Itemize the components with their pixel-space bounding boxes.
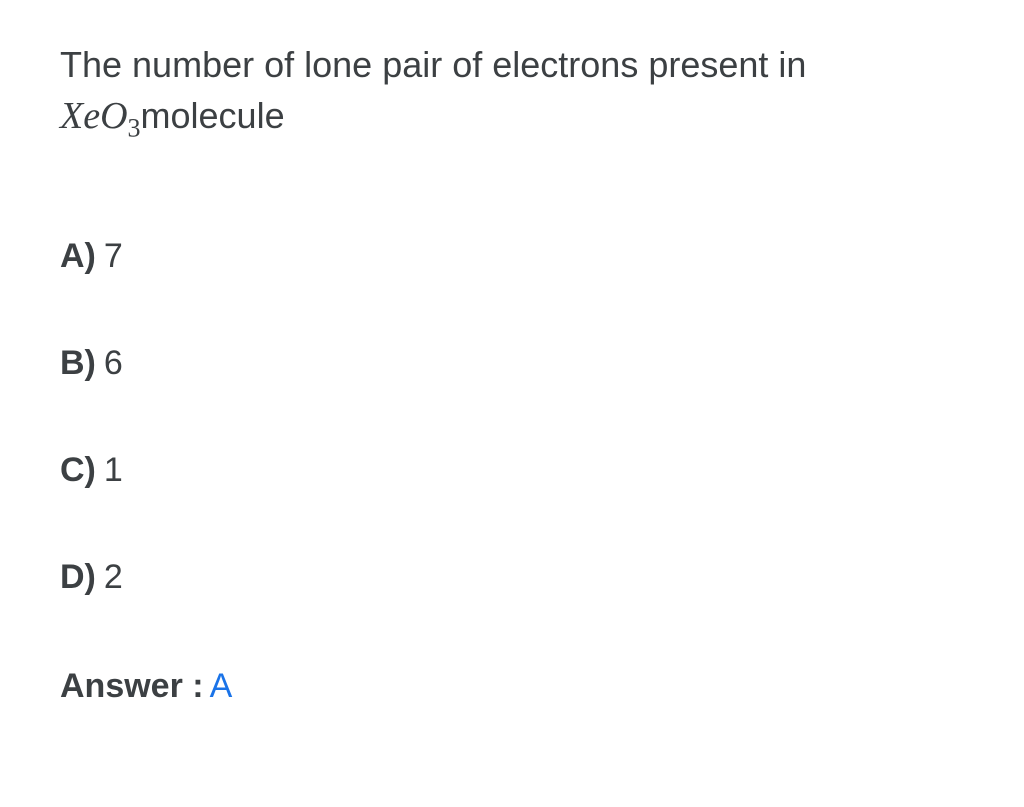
option-label: A) (60, 237, 96, 275)
answer-value: A (210, 667, 233, 705)
option-c: C)1 (60, 451, 964, 490)
option-d: D)2 (60, 558, 964, 597)
formula-element: XeO (60, 95, 128, 137)
option-label: D) (60, 558, 96, 596)
option-value: 7 (104, 237, 123, 275)
option-a: A)7 (60, 237, 964, 276)
answer-label: Answer : (60, 667, 204, 705)
question-line1: The number of lone pair of electrons pre… (60, 44, 806, 85)
formula-subscript: 3 (128, 114, 141, 143)
option-b: B)6 (60, 344, 964, 383)
question-text: The number of lone pair of electrons pre… (60, 40, 964, 147)
answer-row: Answer :A (60, 667, 964, 706)
option-label: C) (60, 451, 96, 489)
options-list: A)7 B)6 C)1 D)2 (60, 237, 964, 597)
option-value: 1 (104, 451, 123, 489)
question-suffix: molecule (141, 95, 285, 136)
option-value: 6 (104, 344, 123, 382)
option-label: B) (60, 344, 96, 382)
option-value: 2 (104, 558, 123, 596)
question-formula: XeO3 (60, 95, 141, 137)
